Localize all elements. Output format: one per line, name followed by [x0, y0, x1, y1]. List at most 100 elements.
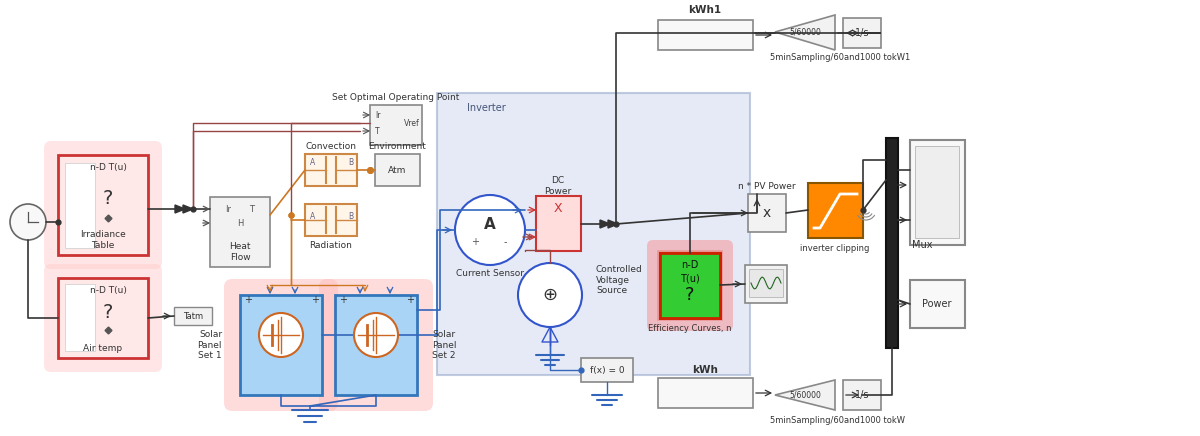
Text: A: A	[310, 157, 316, 167]
Text: 5/60000: 5/60000	[790, 391, 821, 399]
Text: 1/s: 1/s	[854, 28, 869, 38]
Bar	[536, 196, 581, 251]
Text: n-D T(u): n-D T(u)	[90, 286, 126, 294]
Bar	[240, 295, 322, 395]
Text: Power: Power	[923, 299, 952, 309]
Text: Solar
Panel
Set 1: Solar Panel Set 1	[198, 330, 222, 360]
Text: Set Optimal Operating Point: Set Optimal Operating Point	[332, 92, 460, 102]
Text: Solar
Panel
Set 2: Solar Panel Set 2	[432, 330, 456, 360]
Bar	[658, 378, 754, 408]
Bar	[65, 163, 95, 248]
Text: Ir: Ir	[226, 204, 230, 214]
Polygon shape	[775, 15, 835, 50]
Text: -: -	[503, 237, 506, 247]
Text: X: X	[553, 201, 563, 215]
Text: Vref: Vref	[404, 119, 420, 127]
Text: n-D: n-D	[682, 260, 698, 270]
Text: 5minSampling/60and1000 tokW: 5minSampling/60and1000 tokW	[770, 416, 905, 425]
Text: T: T	[250, 204, 254, 214]
Text: +: +	[406, 295, 414, 305]
FancyBboxPatch shape	[44, 141, 162, 269]
Bar	[745, 265, 787, 303]
Text: Air temp: Air temp	[84, 344, 122, 352]
Text: kWh1: kWh1	[689, 5, 721, 15]
Bar	[660, 253, 720, 318]
Bar	[658, 20, 754, 50]
Text: f(x) = 0: f(x) = 0	[589, 365, 624, 375]
Bar	[842, 18, 881, 48]
Bar	[916, 146, 959, 238]
Text: ?: ?	[103, 188, 113, 208]
Text: T(u): T(u)	[680, 273, 700, 283]
Text: +: +	[244, 295, 252, 305]
Bar	[886, 138, 898, 348]
Text: Environment: Environment	[368, 142, 426, 150]
Polygon shape	[608, 220, 618, 228]
Text: T: T	[374, 126, 379, 136]
Bar	[660, 253, 720, 318]
Bar	[370, 105, 422, 145]
Bar	[910, 140, 965, 245]
Bar	[748, 194, 786, 232]
Circle shape	[455, 195, 526, 265]
Bar	[808, 183, 863, 238]
Circle shape	[259, 313, 302, 357]
Text: kWh: kWh	[692, 365, 718, 375]
Bar	[58, 278, 148, 358]
Text: n-D T(u): n-D T(u)	[90, 163, 126, 171]
Bar	[174, 307, 212, 325]
Bar	[660, 253, 720, 318]
Text: A: A	[484, 217, 496, 232]
FancyBboxPatch shape	[647, 240, 733, 331]
Text: inverter clipping: inverter clipping	[800, 243, 870, 252]
Bar	[437, 93, 750, 375]
Bar	[305, 204, 358, 236]
Polygon shape	[175, 205, 185, 213]
Text: Heat
Flow: Heat Flow	[229, 242, 251, 262]
Text: Atm: Atm	[388, 166, 406, 174]
Text: Radiation: Radiation	[310, 241, 353, 249]
Text: Controlled
Voltage
Source: Controlled Voltage Source	[596, 265, 643, 295]
Text: ⊕: ⊕	[542, 286, 558, 304]
Polygon shape	[182, 205, 193, 213]
Text: +: +	[311, 295, 319, 305]
Text: +: +	[340, 295, 347, 305]
Text: B: B	[348, 157, 353, 167]
Bar	[210, 197, 270, 267]
Text: Tatm: Tatm	[182, 311, 203, 320]
Bar	[374, 154, 420, 186]
Text: x: x	[763, 206, 772, 220]
Bar	[749, 269, 784, 297]
Text: n * PV Power: n * PV Power	[738, 181, 796, 191]
Circle shape	[518, 263, 582, 327]
Circle shape	[354, 313, 398, 357]
Polygon shape	[600, 220, 610, 228]
Bar	[58, 155, 148, 255]
FancyBboxPatch shape	[224, 279, 338, 411]
Bar	[65, 284, 95, 351]
Text: Convection: Convection	[306, 142, 356, 150]
Text: B: B	[348, 211, 353, 221]
Text: Irradiance
Table: Irradiance Table	[80, 230, 126, 250]
FancyBboxPatch shape	[44, 264, 162, 372]
Circle shape	[10, 204, 46, 240]
Bar	[581, 358, 634, 382]
Bar	[842, 380, 881, 410]
Text: 5/60000: 5/60000	[790, 27, 821, 37]
Text: H: H	[236, 218, 244, 228]
Text: DC
Power: DC Power	[545, 176, 571, 196]
Bar	[335, 295, 418, 395]
Text: Inverter: Inverter	[467, 103, 505, 113]
Text: 1/s: 1/s	[854, 390, 869, 400]
Text: Efficiency Curves, n: Efficiency Curves, n	[648, 324, 732, 333]
Bar	[305, 154, 358, 186]
Polygon shape	[775, 380, 835, 410]
Text: 5minSampling/60and1000 tokW1: 5minSampling/60and1000 tokW1	[770, 52, 911, 61]
Text: Mux: Mux	[912, 240, 932, 250]
Text: +: +	[470, 237, 479, 247]
Text: A: A	[310, 211, 316, 221]
FancyBboxPatch shape	[319, 279, 433, 411]
Text: Current Sensor: Current Sensor	[456, 269, 524, 277]
Text: ?: ?	[103, 303, 113, 321]
Text: Ir: Ir	[374, 110, 380, 119]
